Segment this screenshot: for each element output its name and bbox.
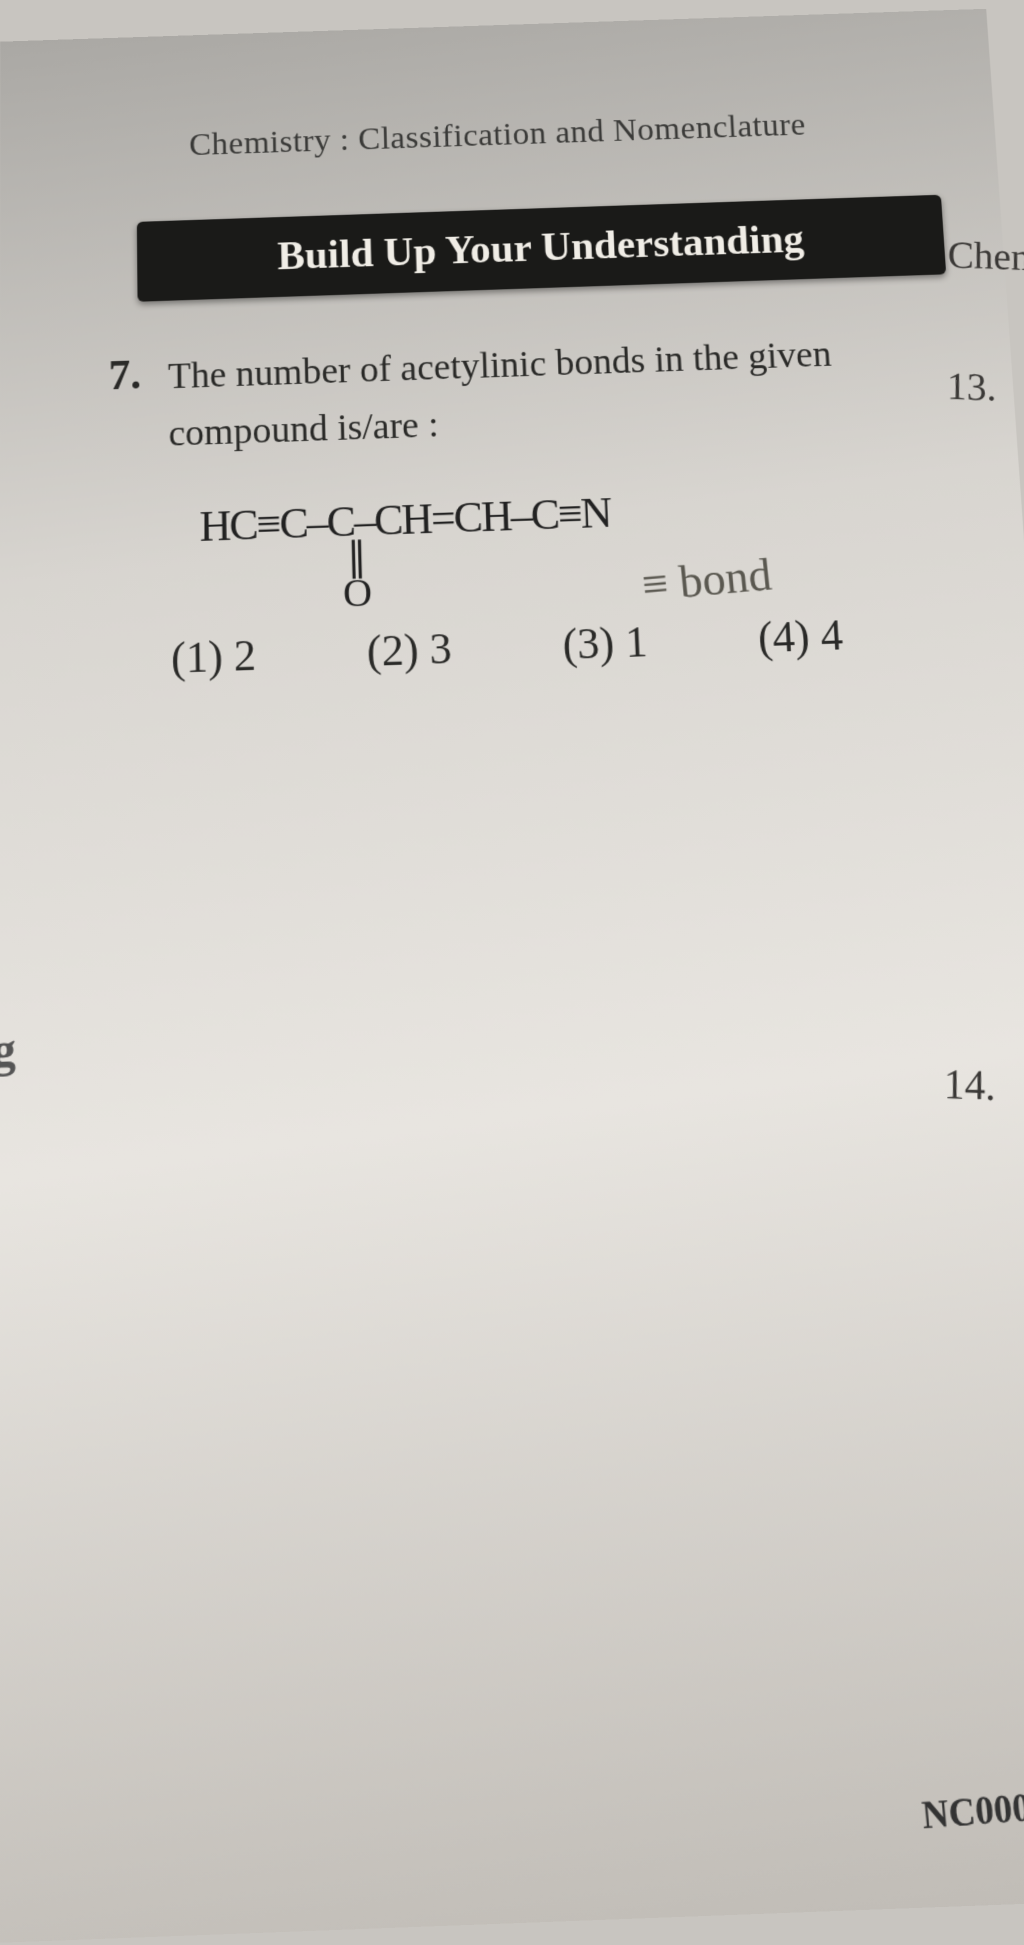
- chapter-title: Chemistry : Classification and Nomenclat…: [19, 102, 975, 170]
- option-4[interactable]: (4) 4: [757, 609, 845, 663]
- right-q14: 14.: [944, 1059, 1024, 1113]
- page-surface: Chemistry : Classification and Nomenclat…: [0, 9, 1024, 1943]
- option-2[interactable]: (2) 3: [366, 623, 452, 677]
- question-body: The number of acetylinic bonds in the gi…: [168, 322, 957, 463]
- option-1[interactable]: (1) 2: [171, 629, 257, 683]
- formula-main: HC≡C–C–CH=CH–C≡N: [199, 488, 611, 551]
- question-line-2: compound is/are :: [168, 404, 439, 454]
- left-edge-markers: s) d 1g: [0, 398, 72, 1078]
- formula-oxygen-double-bond: ∥ O: [342, 539, 375, 612]
- marker-g: 1g: [0, 1019, 72, 1079]
- marker-d: d: [0, 675, 71, 732]
- right-q13: 13.: [947, 363, 1024, 412]
- answer-options: (1) 2 (2) 3 (3) 1 (4) 4: [171, 605, 972, 684]
- section-banner: Build Up Your Understanding: [137, 195, 946, 302]
- handwritten-annotation: ≡ bond: [639, 548, 773, 612]
- question-number: 7.: [79, 349, 169, 466]
- right-margin: Chem 13. 14.: [944, 147, 1024, 1209]
- option-3[interactable]: (3) 1: [562, 616, 649, 670]
- right-chem-label: Chem: [948, 232, 1024, 280]
- chemical-formula: HC≡C–C–CH=CH–C≡N ∥ O: [199, 475, 963, 552]
- question-line-1: The number of acetylinic bonds in the gi…: [168, 334, 833, 397]
- oxygen-symbol: O: [343, 574, 375, 611]
- page-code: NC0007: [920, 1785, 1024, 1839]
- question-7: 7. The number of acetylinic bonds in the…: [79, 322, 957, 466]
